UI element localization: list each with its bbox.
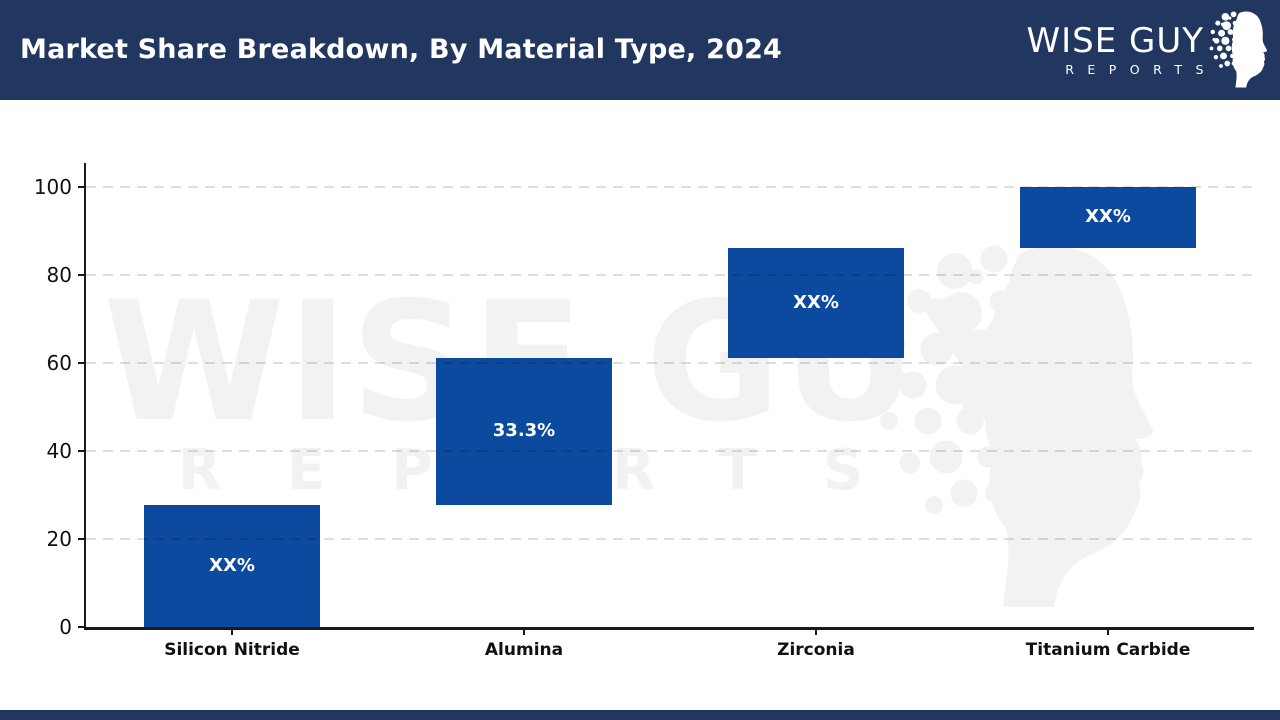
y-tick-0 — [78, 626, 86, 628]
x-tick-silicon-nitride — [231, 627, 233, 635]
x-axis-label-titanium-carbide: Titanium Carbide — [1025, 640, 1191, 660]
x-axis-label-alumina: Alumina — [484, 640, 564, 660]
y-tick-20 — [78, 537, 86, 540]
bar-value-label-silicon-nitride: XX% — [209, 554, 255, 576]
gridline-80 — [86, 273, 1254, 276]
x-tick-zirconia — [815, 627, 817, 635]
footer-bar — [0, 710, 1280, 720]
y-tick-80 — [78, 273, 86, 276]
logo-subtitle: REPORTS — [1065, 62, 1217, 77]
bar-alumina — [436, 357, 612, 505]
y-tick-100 — [78, 185, 86, 188]
bar-zirconia — [728, 247, 904, 358]
bar-value-label-zirconia: XX% — [793, 291, 839, 313]
gridline-40 — [86, 449, 1254, 452]
bar-value-label-alumina: 33.3% — [492, 420, 556, 442]
logo-wordmark: WISE GUY — [1026, 21, 1204, 61]
y-tick-60 — [78, 361, 86, 364]
logo-text-block: WISE GUY REPORTS — [1026, 21, 1204, 77]
x-axis-label-zirconia: Zirconia — [777, 640, 855, 660]
x-axis-line — [84, 627, 1254, 630]
y-tick-label-20: 20 — [46, 526, 72, 551]
y-tick-40 — [78, 449, 86, 452]
y-tick-label-80: 80 — [46, 262, 72, 287]
y-tick-label-0: 0 — [59, 615, 72, 639]
page-title: Market Share Breakdown, By Material Type… — [20, 34, 783, 65]
gridline-20 — [86, 537, 1254, 540]
gridline-100 — [86, 185, 1254, 188]
y-tick-label-40: 40 — [46, 438, 72, 463]
x-tick-alumina — [523, 627, 525, 635]
y-axis-line — [84, 163, 86, 629]
header-bar: Market Share Breakdown, By Material Type… — [0, 0, 1280, 100]
y-tick-label-100: 100 — [33, 174, 72, 199]
y-tick-label-60: 60 — [46, 350, 72, 375]
bar-titanium-carbide — [1020, 186, 1196, 248]
bar-silicon-nitride — [144, 504, 320, 627]
bar-value-label-titanium-carbide: XX% — [1085, 206, 1131, 228]
wise-guy-logo: WISE GUY REPORTS — [1026, 8, 1270, 90]
gridline-60 — [86, 361, 1254, 364]
x-tick-titanium-carbide — [1107, 627, 1109, 635]
x-axis-label-silicon-nitride: Silicon Nitride — [164, 640, 300, 660]
